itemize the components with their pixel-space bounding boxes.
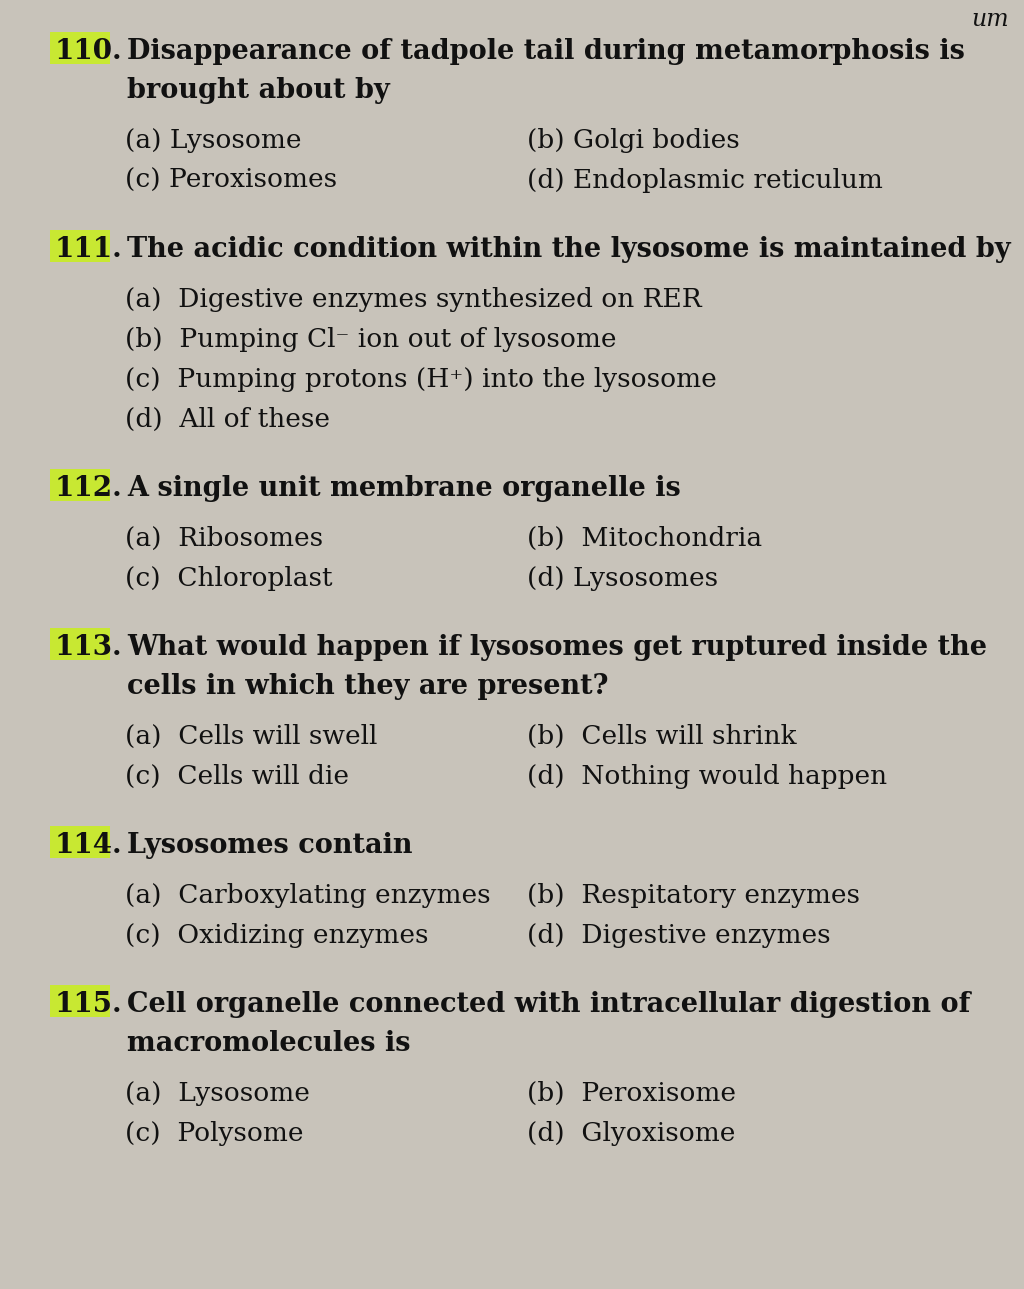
Text: (c)  Polysome: (c) Polysome <box>125 1121 303 1146</box>
FancyBboxPatch shape <box>50 469 110 501</box>
Text: (a)  Digestive enzymes synthesized on RER: (a) Digestive enzymes synthesized on RER <box>125 287 701 312</box>
Text: (b)  Mitochondria: (b) Mitochondria <box>527 526 763 550</box>
Text: The acidic condition within the lysosome is maintained by: The acidic condition within the lysosome… <box>127 236 1011 263</box>
Text: (c)  Cells will die: (c) Cells will die <box>125 764 349 789</box>
Text: (d)  Nothing would happen: (d) Nothing would happen <box>527 764 888 789</box>
Text: 114.: 114. <box>55 831 123 858</box>
Text: (b)  Pumping Cl⁻ ion out of lysosome: (b) Pumping Cl⁻ ion out of lysosome <box>125 327 616 352</box>
FancyBboxPatch shape <box>50 826 110 858</box>
Text: (a)  Lysosome: (a) Lysosome <box>125 1081 310 1106</box>
Text: cells in which they are present?: cells in which they are present? <box>127 673 608 700</box>
Text: (b) Golgi bodies: (b) Golgi bodies <box>527 128 740 153</box>
Text: 111.: 111. <box>55 236 123 263</box>
Text: Cell organelle connected with intracellular digestion of: Cell organelle connected with intracellu… <box>127 991 971 1018</box>
Text: um: um <box>972 8 1009 31</box>
Text: (d)  Digestive enzymes: (d) Digestive enzymes <box>527 923 831 947</box>
Text: (d) Lysosomes: (d) Lysosomes <box>527 566 719 590</box>
Text: 112.: 112. <box>55 476 123 501</box>
Text: (d) Endoplasmic reticulum: (d) Endoplasmic reticulum <box>527 168 884 193</box>
Text: (b)  Cells will shrink: (b) Cells will shrink <box>527 724 797 749</box>
Text: A single unit membrane organelle is: A single unit membrane organelle is <box>127 476 681 501</box>
FancyBboxPatch shape <box>50 628 110 660</box>
Text: (c) Peroxisomes: (c) Peroxisomes <box>125 168 337 193</box>
Text: (a)  Ribosomes: (a) Ribosomes <box>125 526 324 550</box>
FancyBboxPatch shape <box>50 229 110 262</box>
FancyBboxPatch shape <box>50 985 110 1017</box>
FancyBboxPatch shape <box>50 32 110 64</box>
Text: (a)  Carboxylating enzymes: (a) Carboxylating enzymes <box>125 883 490 907</box>
Text: 113.: 113. <box>55 634 123 661</box>
Text: (c)  Oxidizing enzymes: (c) Oxidizing enzymes <box>125 923 428 947</box>
Text: What would happen if lysosomes get ruptured inside the: What would happen if lysosomes get ruptu… <box>127 634 987 661</box>
Text: (d)  All of these: (d) All of these <box>125 407 330 432</box>
Text: 110.: 110. <box>55 37 123 64</box>
Text: (d)  Glyoxisome: (d) Glyoxisome <box>527 1121 735 1146</box>
Text: (a)  Cells will swell: (a) Cells will swell <box>125 724 378 749</box>
Text: Disappearance of tadpole tail during metamorphosis is: Disappearance of tadpole tail during met… <box>127 37 965 64</box>
Text: (b)  Respitatory enzymes: (b) Respitatory enzymes <box>527 883 860 907</box>
Text: (c)  Pumping protons (H⁺) into the lysosome: (c) Pumping protons (H⁺) into the lysoso… <box>125 367 717 392</box>
Text: Lysosomes contain: Lysosomes contain <box>127 831 413 858</box>
Text: 115.: 115. <box>55 991 123 1018</box>
Text: brought about by: brought about by <box>127 77 390 104</box>
Text: (c)  Chloroplast: (c) Chloroplast <box>125 566 333 590</box>
Text: macromolecules is: macromolecules is <box>127 1030 411 1057</box>
Text: (b)  Peroxisome: (b) Peroxisome <box>527 1081 736 1106</box>
Text: (a) Lysosome: (a) Lysosome <box>125 128 301 153</box>
